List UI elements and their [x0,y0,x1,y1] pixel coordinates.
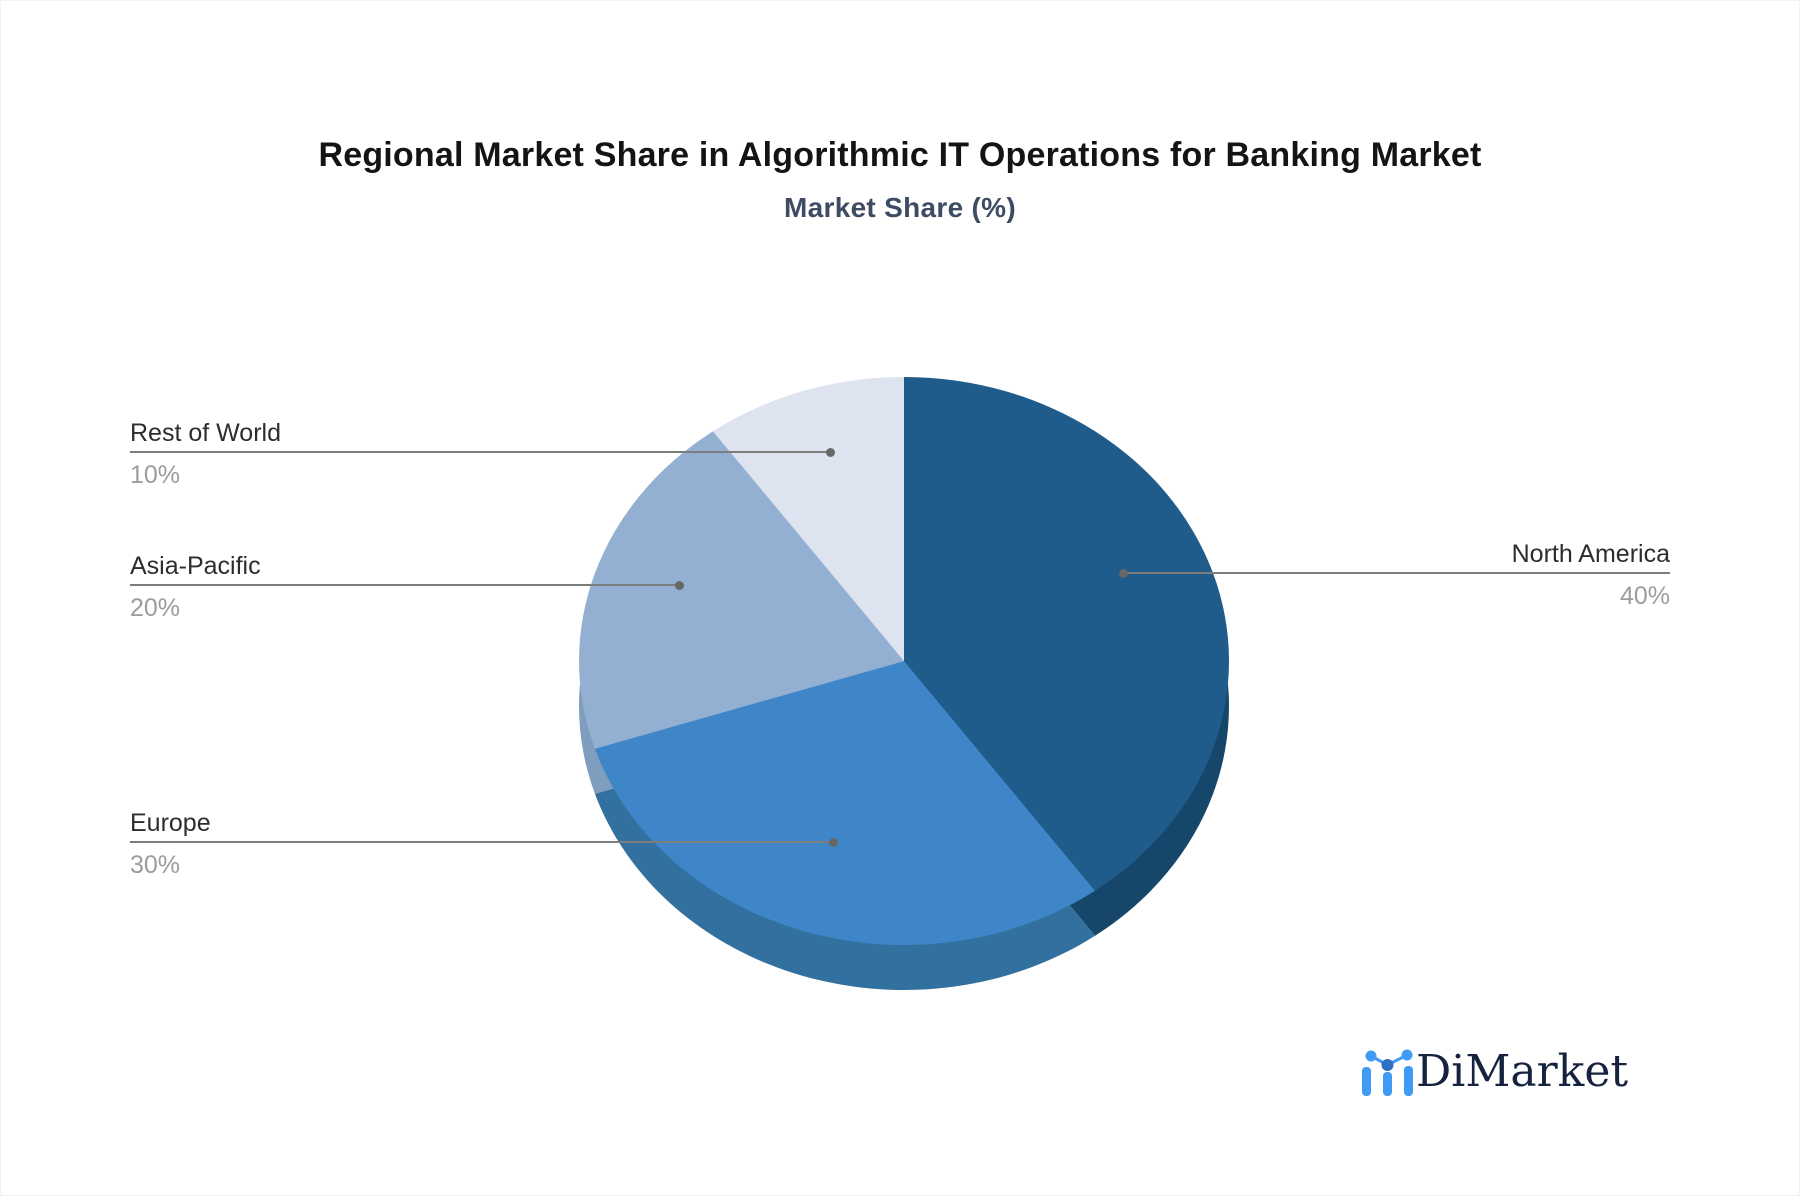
callout-line-asia-pacific [130,584,679,586]
callout-dot-rest-of-world [825,447,835,457]
callout-label-asia-pacific: Asia-Pacific [130,552,261,580]
pie-slice-asia-pacific[interactable] [579,431,904,749]
callout-line-north-america [1123,572,1670,574]
pie-slice-europe[interactable] [594,661,1096,945]
callout-line-rest-of-world [130,451,830,453]
callout-label-rest-of-world: Rest of World [130,419,281,447]
callout-percent-asia-pacific: 20% [130,594,181,622]
callout-dot-north-america [1118,568,1128,578]
chart-title: Regional Market Share in Algorithmic IT … [318,136,1482,174]
pie-slice-rest-of-world[interactable] [712,377,904,661]
logo-chart-icon [1362,1049,1413,1096]
logo: DiMarket [1362,1044,1682,1104]
callout-percent-north-america: 40% [1619,582,1670,610]
callout-label-europe: Europe [130,809,211,837]
chart-subtitle: Market Share (%) [784,192,1016,223]
callout-percent-rest-of-world: 10% [130,461,181,489]
callout-dot-asia-pacific [674,580,684,590]
logo-text: DiMarket [1416,1046,1629,1097]
callout-label-north-america: North America [1511,540,1670,568]
callout-percent-europe: 30% [130,851,181,879]
callout-dot-europe [828,837,838,847]
pie-slice-north-america[interactable] [904,377,1229,891]
callout-line-europe [130,841,833,843]
